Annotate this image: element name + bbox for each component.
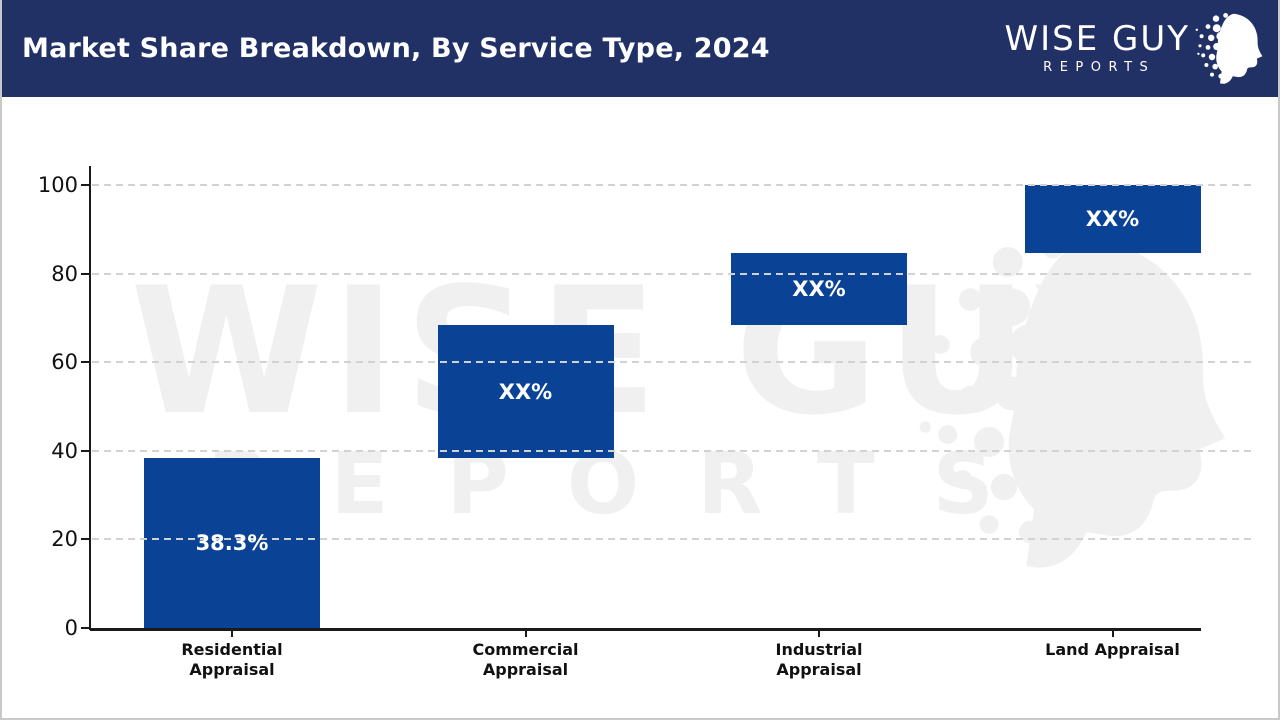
y-tick-mark (81, 184, 89, 186)
y-tick-label: 20 (51, 527, 78, 552)
bar-segment (144, 458, 320, 628)
x-category-label: Residential Appraisal (181, 640, 283, 679)
bar-value-label: XX% (792, 277, 846, 302)
logo-head-icon (1195, 12, 1263, 84)
y-tick-label: 100 (37, 173, 78, 197)
x-axis-spine (90, 628, 1201, 631)
y-axis-spine (89, 166, 91, 630)
x-tick-mark (818, 631, 820, 637)
y-tick-label: 40 (51, 438, 78, 463)
gridline (92, 449, 1255, 452)
gridline (92, 361, 1255, 364)
chart-title: Market Share Breakdown, By Service Type,… (22, 33, 770, 64)
bar-segment (437, 325, 614, 459)
y-tick-label: 60 (51, 350, 78, 375)
header-bar: Market Share Breakdown, By Service Type,… (2, 0, 1278, 97)
y-tick-label: 80 (51, 261, 78, 286)
y-tick-mark (81, 449, 89, 452)
x-category-label: Industrial Appraisal (775, 640, 863, 679)
logo-subtext: REPORTS (1043, 60, 1156, 75)
y-tick-mark (81, 272, 89, 275)
bar-value-label: 38.3% (195, 531, 269, 556)
gridline (92, 538, 1255, 541)
bar-segment (731, 252, 907, 326)
logo-wordmark: WISE GUY (1004, 19, 1190, 59)
y-tick-mark (81, 627, 89, 629)
x-tick-mark (231, 631, 233, 637)
gridline (92, 272, 1255, 275)
wiseguy-logo: WISE GUY REPORTS (1004, 7, 1264, 91)
y-tick-label: 0 (64, 616, 78, 640)
bar-segment (1024, 185, 1201, 253)
y-tick-mark (81, 538, 89, 541)
bar-value-label: XX% (498, 379, 553, 404)
x-category-label: Commercial Appraisal (472, 640, 579, 679)
y-tick-mark (81, 361, 89, 364)
gridline (92, 184, 1255, 186)
x-tick-mark (524, 631, 527, 637)
bar-value-label: XX% (1085, 206, 1140, 231)
x-category-label: Land Appraisal (1045, 640, 1180, 659)
chart-area: WISE GUY REPORTS 0 20 40 60 80 100 38.3% XX% XX%… (2, 97, 1278, 718)
watermark-subtext: REPORTS (207, 435, 1052, 534)
x-tick-mark (1111, 631, 1114, 637)
watermark-wordmark: WISE GUY (130, 251, 1172, 454)
